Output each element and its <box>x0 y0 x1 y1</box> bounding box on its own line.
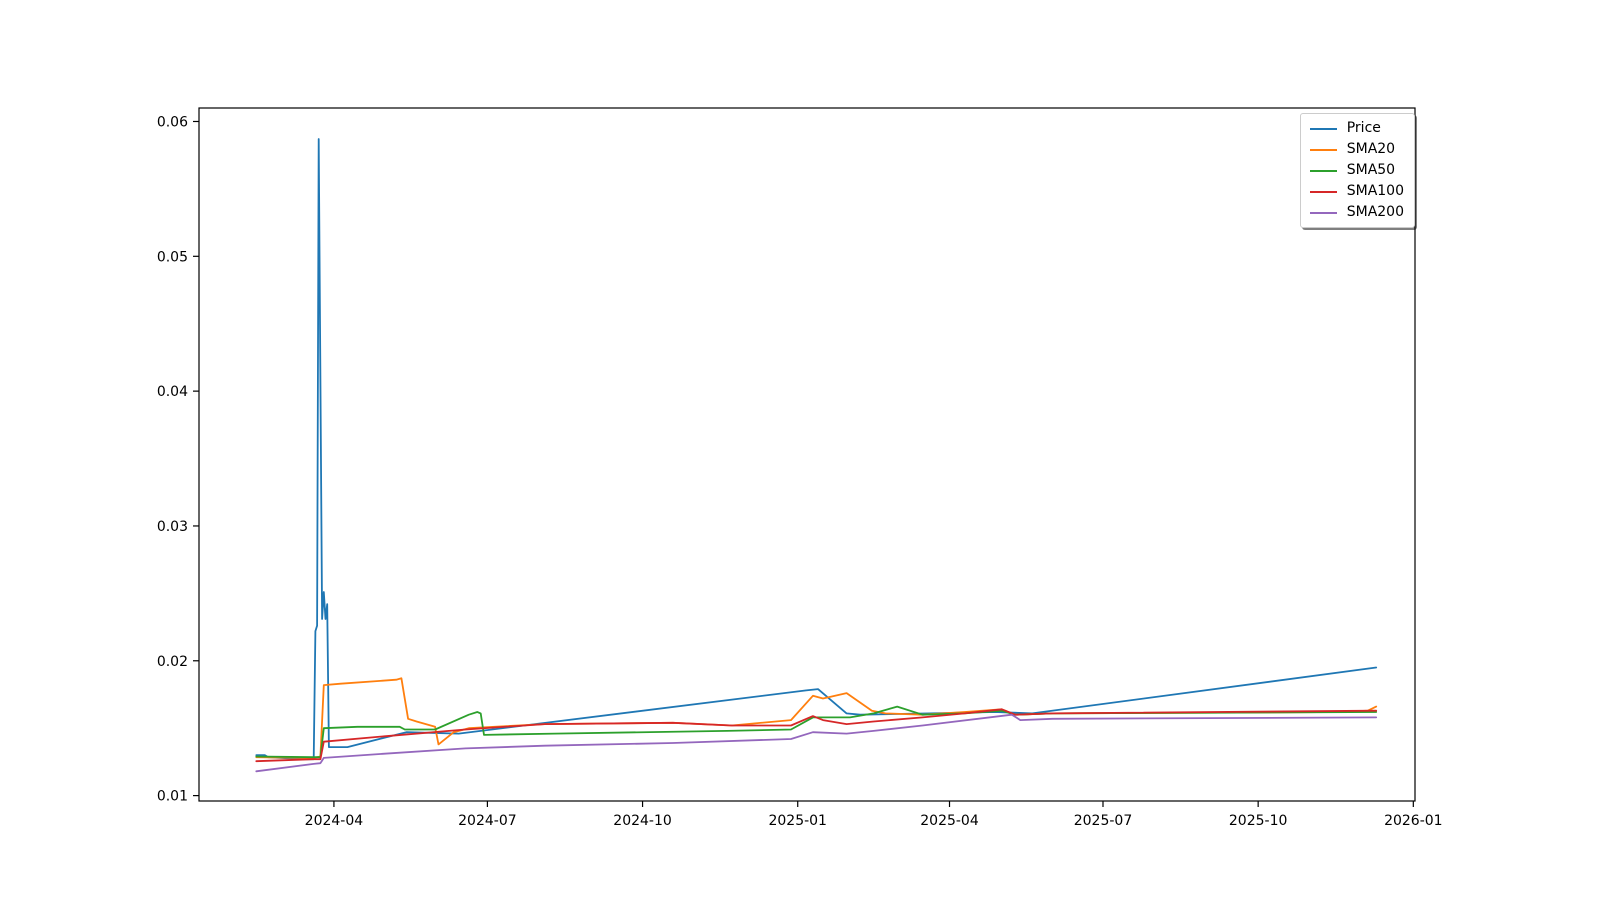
x-tick-label: 2024-10 <box>613 813 672 829</box>
y-tick-label: 0.02 <box>157 654 188 670</box>
y-tick-label: 0.06 <box>157 114 188 130</box>
legend-label-price: Price <box>1346 120 1381 136</box>
legend-item-sma50: SMA50 <box>1309 162 1404 178</box>
legend-item-sma100: SMA100 <box>1309 183 1404 199</box>
x-tick-label: 2026-01 <box>1384 813 1443 829</box>
legend-item-sma200: SMA200 <box>1309 204 1404 220</box>
y-tick-label: 0.05 <box>157 249 188 265</box>
y-tick-label: 0.03 <box>157 519 188 535</box>
x-tick-label: 2025-10 <box>1229 813 1288 829</box>
legend-item-price: Price <box>1309 120 1404 136</box>
y-tick-label: 0.04 <box>157 384 188 400</box>
legend-line-sample-sma100 <box>1309 190 1337 193</box>
y-tick-label: 0.01 <box>157 789 188 805</box>
series-line-price <box>255 138 1378 761</box>
plot-spines <box>198 107 1416 802</box>
legend: Price SMA20 SMA50 SMA100 SMA200 <box>1299 113 1415 228</box>
legend-item-sma20: SMA20 <box>1309 141 1404 157</box>
legend-label-sma100: SMA100 <box>1346 183 1404 199</box>
series-line-sma200 <box>255 713 1378 773</box>
x-tick-label: 2025-07 <box>1074 813 1133 829</box>
legend-line-sample-price <box>1309 127 1337 130</box>
x-tick-label: 2024-07 <box>458 813 517 829</box>
legend-line-sample-sma200 <box>1309 211 1337 214</box>
x-tick-label: 2024-04 <box>305 813 364 829</box>
legend-label-sma50: SMA50 <box>1346 162 1396 178</box>
legend-line-sample-sma20 <box>1309 148 1337 151</box>
series-line-sma100 <box>255 708 1378 763</box>
legend-label-sma200: SMA200 <box>1346 204 1404 220</box>
x-tick-label: 2025-04 <box>920 813 979 829</box>
legend-label-sma20: SMA20 <box>1346 141 1396 157</box>
legend-line-sample-sma50 <box>1309 169 1337 172</box>
x-tick-label: 2025-01 <box>768 813 827 829</box>
